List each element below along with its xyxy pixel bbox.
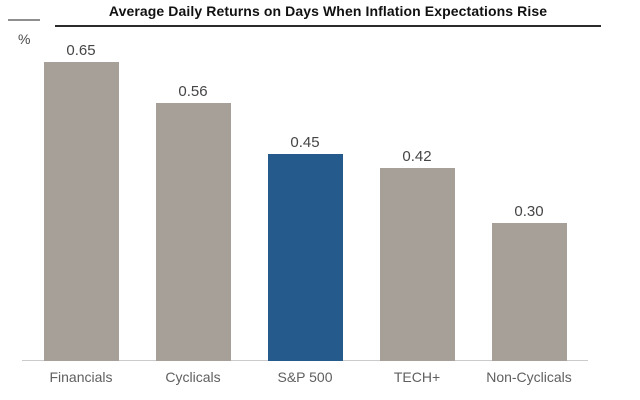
bar-value-label: 0.56 <box>178 83 208 100</box>
x-axis-category-label: Cyclicals <box>165 369 221 385</box>
x-axis-category-label: S&P 500 <box>277 369 333 385</box>
x-axis-category-label: Non-Cyclicals <box>486 369 572 385</box>
bar-cyclicals <box>155 103 231 361</box>
x-axis-category-label: TECH+ <box>393 369 441 385</box>
bar-value-label: 0.45 <box>290 134 320 151</box>
bar-value-label: 0.42 <box>402 148 432 165</box>
y-axis-unit-label: % <box>18 31 31 47</box>
bar-value-label: 0.65 <box>66 42 96 59</box>
bar-non-cyclicals <box>491 223 567 361</box>
top-left-rule <box>8 19 40 21</box>
bar-financials <box>43 62 119 361</box>
bar-tech- <box>379 168 455 361</box>
bar-s-p-500 <box>267 154 343 361</box>
x-axis-category-label: Financials <box>49 369 113 385</box>
chart-title: Average Daily Returns on Days When Infla… <box>108 3 548 19</box>
bar-value-label: 0.30 <box>514 203 544 220</box>
chart-title-block: Average Daily Returns on Days When Infla… <box>55 3 601 27</box>
